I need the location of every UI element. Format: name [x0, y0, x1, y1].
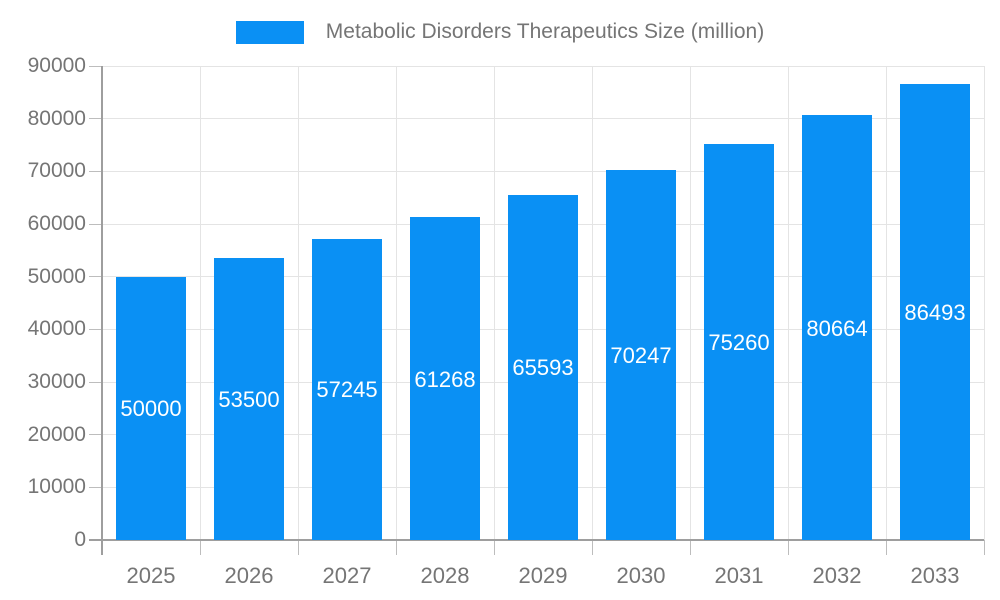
bar-2028[interactable] — [410, 217, 480, 540]
y-tick — [89, 328, 102, 330]
legend-label: Metabolic Disorders Therapeutics Size (m… — [325, 20, 765, 43]
y-tick — [89, 118, 102, 120]
x-axis-line — [89, 539, 984, 541]
bar-2025[interactable] — [116, 276, 186, 540]
bar-2026[interactable] — [214, 258, 284, 540]
x-tick — [689, 540, 691, 555]
x-axis-label: 2025 — [126, 563, 176, 588]
x-gridline — [983, 66, 985, 540]
chart-legend: Metabolic Disorders Therapeutics Size (m… — [0, 18, 1000, 46]
bar-2027[interactable] — [312, 238, 382, 540]
x-tick — [885, 540, 887, 555]
x-axis-label: 2032 — [812, 563, 862, 588]
x-gridline — [787, 66, 789, 540]
y-tick — [89, 223, 102, 225]
y-axis-line — [101, 66, 103, 555]
x-axis-label: 2028 — [420, 563, 470, 588]
bar-2031[interactable] — [704, 143, 774, 540]
bar-2029[interactable] — [508, 194, 578, 540]
x-tick — [199, 540, 201, 555]
legend-swatch — [235, 20, 304, 44]
x-gridline — [885, 66, 887, 540]
x-gridline — [395, 66, 397, 540]
y-axis-label: 10000 — [27, 475, 86, 499]
y-axis-label: 70000 — [27, 159, 86, 183]
y-tick — [89, 65, 102, 67]
x-gridline — [493, 66, 495, 540]
y-axis-label: 60000 — [27, 212, 86, 235]
y-tick — [89, 434, 102, 436]
y-axis-label: 80000 — [27, 106, 86, 130]
x-tick — [787, 540, 789, 555]
x-tick — [297, 540, 299, 555]
y-axis-label: 90000 — [27, 54, 86, 77]
y-axis-label: 0 — [74, 528, 86, 551]
y-gridline — [102, 118, 984, 120]
x-gridline — [689, 66, 691, 540]
x-gridline — [199, 66, 201, 540]
y-tick — [89, 170, 102, 172]
y-axis-label: 40000 — [27, 317, 86, 341]
x-axis-label: 2033 — [910, 563, 960, 588]
x-tick — [591, 540, 593, 555]
y-tick — [89, 486, 102, 488]
x-axis-label: 2027 — [322, 563, 372, 588]
x-tick — [983, 540, 985, 555]
x-tick — [395, 540, 397, 555]
x-axis-label: 2031 — [714, 563, 764, 588]
y-gridline — [102, 170, 984, 172]
x-axis-label: 2026 — [224, 563, 274, 588]
x-tick — [493, 540, 495, 555]
y-axis-label: 20000 — [27, 422, 86, 446]
x-gridline — [591, 66, 593, 540]
y-tick — [89, 381, 102, 383]
y-axis-label: 30000 — [27, 370, 86, 393]
y-tick — [89, 276, 102, 278]
bar-2033[interactable] — [900, 84, 970, 540]
x-gridline — [297, 66, 299, 540]
y-axis-label: 50000 — [27, 264, 86, 288]
x-axis-label: 2030 — [616, 563, 666, 588]
x-axis-label: 2029 — [518, 563, 568, 588]
bar-2032[interactable] — [802, 115, 872, 540]
y-gridline — [102, 65, 984, 67]
bar-2030[interactable] — [606, 170, 676, 540]
